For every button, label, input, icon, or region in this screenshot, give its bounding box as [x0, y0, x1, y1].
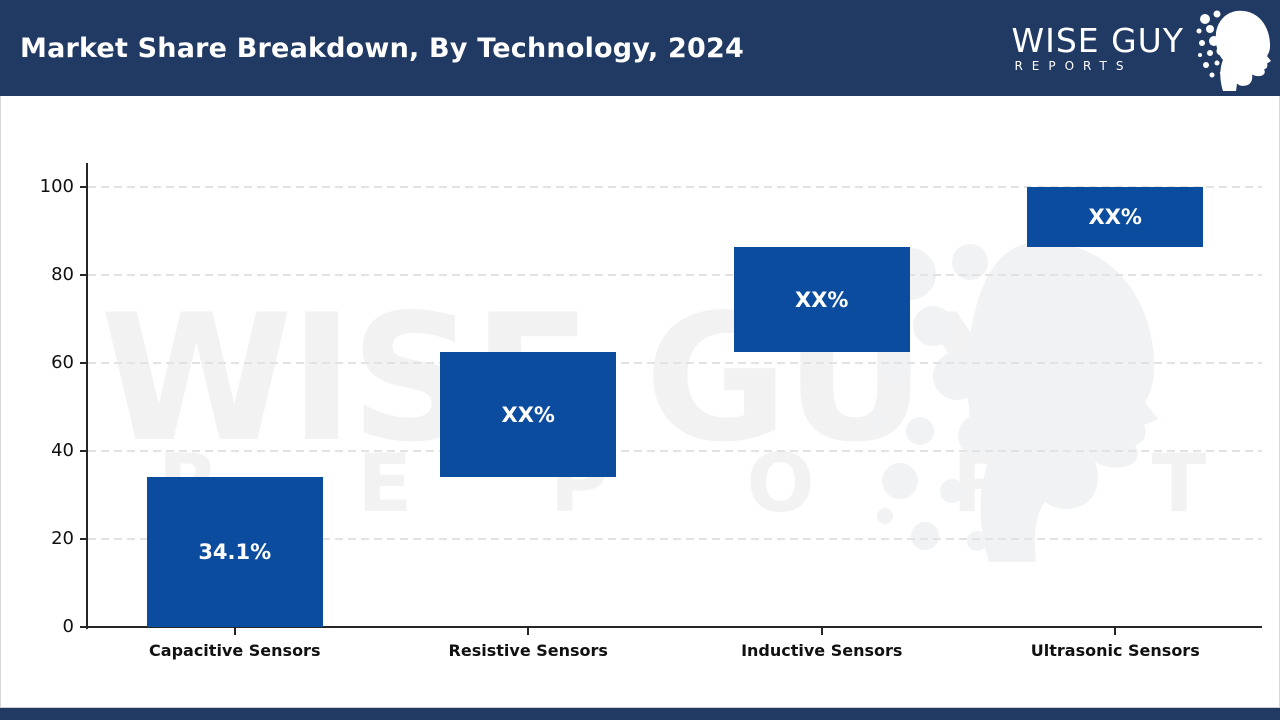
bar-ultrasonic-sensors: XX% — [1027, 187, 1204, 247]
y-tick-mark-60 — [80, 362, 87, 364]
gridline-20 — [88, 538, 1262, 540]
header-bar: Market Share Breakdown, By Technology, 2… — [0, 0, 1280, 96]
x-category-label: Ultrasonic Sensors — [1030, 641, 1200, 660]
logo-wordmark-line1: WISE GUY — [1011, 20, 1184, 60]
bar-resistive-sensors: XX% — [440, 352, 617, 477]
gridline-40 — [88, 450, 1262, 452]
brand-logo: WISE GUY REPORTS — [1011, 5, 1280, 91]
gridline-80 — [88, 274, 1262, 276]
bar-value-label: XX% — [795, 287, 849, 312]
bar-value-label: XX% — [1088, 204, 1142, 229]
logo-wordmark: WISE GUY REPORTS — [1011, 20, 1184, 73]
x-tick-mark-2 — [820, 628, 823, 635]
plot-area: WISE GUY R E P O R T S 02040608010034.1%… — [0, 96, 1280, 707]
chart-title: Market Share Breakdown, By Technology, 2… — [20, 32, 745, 64]
x-tick-mark-1 — [527, 628, 530, 635]
x-category-label: Inductive Sensors — [741, 641, 903, 660]
x-category-label: Resistive Sensors — [448, 641, 608, 660]
y-tick-mark-20 — [80, 538, 87, 540]
y-tick-label-80: 80 — [51, 264, 74, 285]
y-tick-mark-80 — [80, 274, 87, 276]
gridline-60 — [88, 362, 1262, 364]
logo-head-icon — [1196, 10, 1271, 91]
y-tick-label-20: 20 — [51, 528, 74, 549]
bar-inductive-sensors: XX% — [733, 246, 910, 353]
x-axis-line — [86, 626, 1262, 628]
bar-capacitive-sensors: 34.1% — [146, 476, 323, 627]
y-tick-mark-0 — [80, 626, 87, 628]
x-category-label: Capacitive Sensors — [149, 641, 321, 660]
gridline-100 — [88, 186, 1262, 188]
y-tick-label-100: 100 — [39, 176, 74, 197]
x-tick-mark-3 — [1114, 628, 1117, 635]
logo-wordmark-line2: REPORTS — [1014, 58, 1133, 73]
y-tick-label-60: 60 — [51, 352, 74, 373]
x-tick-mark-0 — [233, 628, 236, 635]
bar-value-label: 34.1% — [198, 539, 272, 564]
footer-bar — [0, 707, 1280, 720]
y-tick-mark-100 — [80, 186, 87, 188]
y-axis-line — [86, 163, 88, 629]
bar-value-label: XX% — [501, 402, 555, 427]
y-tick-label-40: 40 — [51, 440, 74, 461]
y-tick-label-0: 0 — [62, 616, 74, 637]
y-tick-mark-40 — [80, 450, 87, 452]
